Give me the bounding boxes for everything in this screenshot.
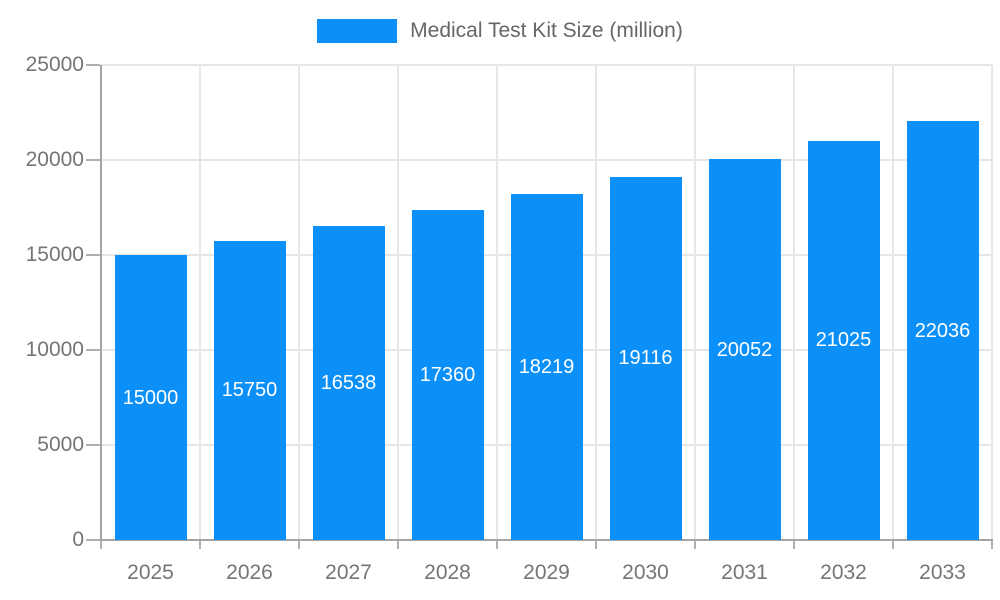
x-tick bbox=[100, 540, 102, 549]
x-gridline bbox=[496, 65, 498, 540]
y-tick-label: 20000 bbox=[25, 148, 84, 171]
x-tick bbox=[199, 540, 201, 549]
bar-value-label: 19116 bbox=[618, 347, 673, 370]
y-tick bbox=[86, 349, 100, 351]
bar-value-label: 21025 bbox=[815, 329, 872, 352]
bar-2028 bbox=[411, 210, 484, 540]
legend-label: Medical Test Kit Size (million) bbox=[410, 19, 683, 42]
x-tick-label: 2025 bbox=[127, 561, 174, 584]
bar-value-label: 16538 bbox=[320, 371, 377, 394]
x-tick bbox=[397, 540, 399, 549]
y-tick-label: 15000 bbox=[25, 243, 84, 266]
x-tick-label: 2028 bbox=[424, 561, 471, 584]
y-tick bbox=[86, 539, 100, 541]
bar-2030 bbox=[609, 176, 682, 540]
legend-swatch-icon bbox=[317, 19, 398, 43]
x-tick-label: 2032 bbox=[820, 561, 867, 584]
y-tick bbox=[86, 159, 100, 161]
x-gridline bbox=[892, 65, 894, 540]
bar-value-label: 20052 bbox=[716, 338, 773, 361]
y-tick bbox=[86, 254, 100, 256]
x-tick-label: 2027 bbox=[325, 561, 372, 584]
y-axis-line bbox=[100, 65, 102, 541]
x-tick bbox=[595, 540, 597, 549]
y-tick bbox=[86, 444, 100, 446]
x-gridline bbox=[199, 65, 201, 540]
x-tick bbox=[694, 540, 696, 549]
y-tick-label: 5000 bbox=[37, 433, 84, 456]
x-gridline bbox=[793, 65, 795, 540]
bar-value-label: 15000 bbox=[122, 386, 179, 409]
y-tick-label: 0 bbox=[72, 528, 84, 551]
y-tick-label: 25000 bbox=[25, 53, 84, 76]
bar-value-label: 17360 bbox=[419, 364, 476, 387]
bar-2025 bbox=[114, 255, 187, 540]
y-gridline bbox=[101, 64, 992, 66]
x-gridline bbox=[595, 65, 597, 540]
bar-2027 bbox=[312, 225, 385, 540]
bar-value-label: 15750 bbox=[221, 379, 278, 402]
bar-2026 bbox=[213, 240, 286, 540]
x-tick bbox=[496, 540, 498, 549]
y-tick bbox=[86, 64, 100, 66]
y-gridline bbox=[101, 159, 992, 161]
x-tick-label: 2026 bbox=[226, 561, 273, 584]
x-tick-label: 2033 bbox=[919, 561, 966, 584]
bar-2033 bbox=[906, 121, 979, 540]
x-tick bbox=[793, 540, 795, 549]
bar-2029 bbox=[510, 193, 583, 540]
bar-value-label: 22036 bbox=[914, 319, 971, 342]
bar-2032 bbox=[807, 140, 880, 540]
x-tick-label: 2031 bbox=[721, 561, 768, 584]
x-gridline bbox=[397, 65, 399, 540]
x-gridline bbox=[694, 65, 696, 540]
x-axis-line bbox=[100, 539, 993, 541]
x-tick bbox=[298, 540, 300, 549]
y-tick-label: 10000 bbox=[25, 338, 84, 361]
x-gridline bbox=[298, 65, 300, 540]
x-gridline bbox=[991, 65, 993, 540]
bar-2031 bbox=[708, 159, 781, 540]
x-tick-label: 2030 bbox=[622, 561, 669, 584]
x-tick bbox=[991, 540, 993, 549]
x-tick bbox=[892, 540, 894, 549]
bar-value-label: 18219 bbox=[518, 355, 575, 378]
chart-legend[interactable]: Medical Test Kit Size (million) bbox=[0, 19, 1000, 43]
x-tick-label: 2029 bbox=[523, 561, 570, 584]
